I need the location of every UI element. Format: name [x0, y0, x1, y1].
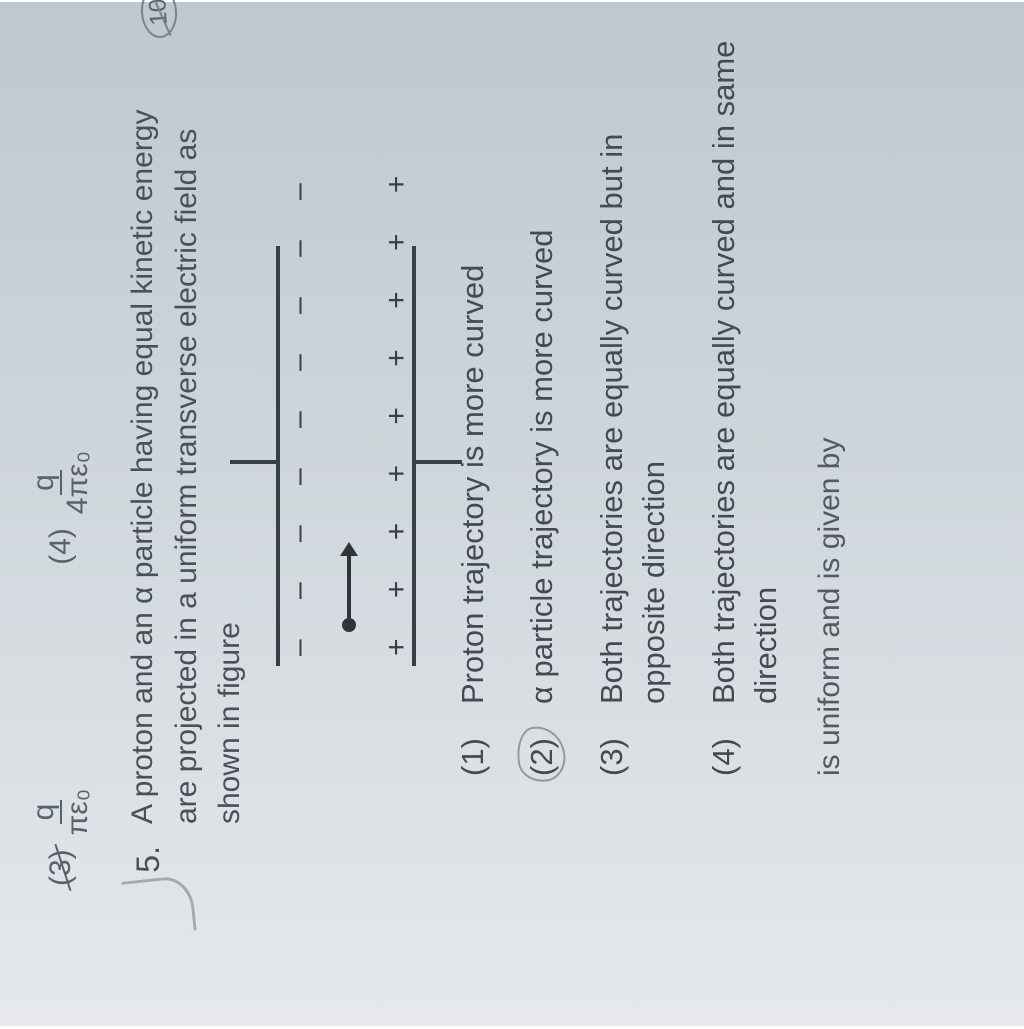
arrow-shaft [347, 556, 351, 618]
positive-marks: + + + + + + + + + [380, 256, 414, 656]
electric-field-figure: – – – – – – – – – + + + + + + + + + [276, 246, 416, 666]
question-text: A proton and an α particle having equal … [121, 64, 252, 824]
negative-marks: – – – – – – – – – [282, 256, 316, 656]
option-1-number: (1) [452, 722, 494, 776]
fraction-3: q πε₀ [28, 785, 93, 840]
prev-option-4: (4) q 4πε₀ [28, 447, 93, 565]
option-number-4: (4) [44, 528, 78, 565]
top-plate [276, 246, 280, 666]
option-3: (3) Both trajectories are equally curved… [591, 26, 675, 776]
option-3-text: Both trajectories are equally curved but… [591, 26, 675, 704]
next-question-fragment: is uniform and is given by [813, 26, 847, 776]
option-2: (2) α particle trajectory is more curved [521, 26, 563, 776]
option-2-number: (2) [521, 722, 563, 776]
option-number-3: (3) [44, 849, 78, 886]
option-1: (1) Proton trajectory is more curved [452, 26, 494, 776]
fraction-3-denominator: πε₀ [62, 785, 94, 840]
arrow-head-icon [340, 542, 358, 556]
option-4-number: (4) [703, 722, 745, 776]
top-terminal-line [230, 460, 276, 464]
option-2-text: α particle trajectory is more curved [521, 230, 563, 704]
prev-option-3: (3) q πε₀ [28, 785, 93, 886]
capacitor-plates: – – – – – – – – – + + + + + + + + + [276, 246, 416, 666]
option-4: (4) Both trajectories are equally curved… [703, 26, 787, 776]
fraction-4-denominator: 4πε₀ [62, 447, 94, 518]
particle-arrow [340, 542, 358, 632]
bottom-plate [412, 246, 416, 666]
question-weight-badge: 10 [139, 0, 179, 39]
option-4-text: Both trajectories are equally curved and… [703, 26, 787, 704]
fraction-3-numerator: q [28, 800, 62, 825]
bottom-terminal-line [416, 460, 462, 464]
fraction-4: q 4πε₀ [28, 447, 93, 518]
previous-question-options: (3) q πε₀ (4) q 4πε₀ [28, 26, 93, 886]
question-header: 5. A proton and an α particle having equ… [121, 26, 252, 886]
option-3-number: (3) [591, 722, 633, 776]
answer-options: (1) Proton trajectory is more curved (2)… [452, 26, 787, 776]
option-1-text: Proton trajectory is more curved [452, 265, 494, 704]
fraction-4-numerator: q [28, 470, 62, 495]
question-number: 5. [121, 846, 171, 886]
particle-dot-icon [342, 618, 356, 632]
